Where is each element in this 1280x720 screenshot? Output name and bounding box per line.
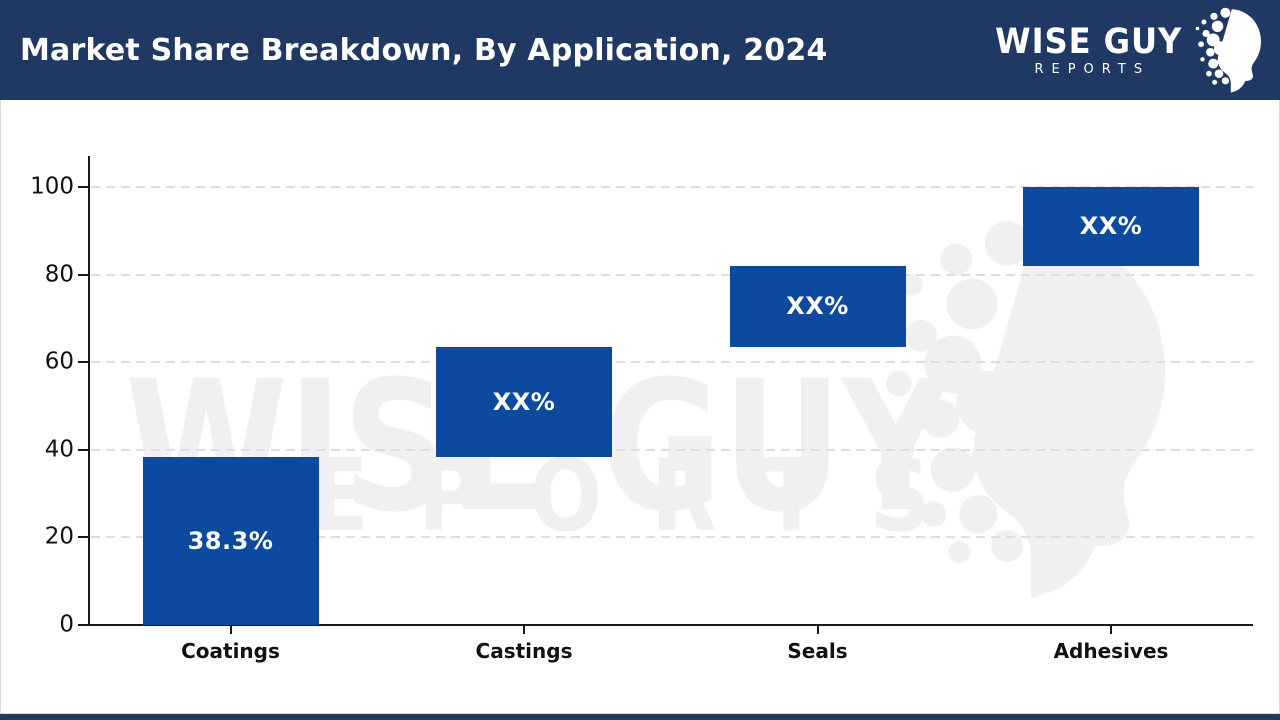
- x-tick-adhesives: [1110, 626, 1112, 634]
- x-axis-spine: [87, 623, 1253, 626]
- dotted-head-icon: [1192, 7, 1266, 93]
- y-tick-label-60: 60: [44, 348, 74, 375]
- x-tick-coatings: [229, 626, 232, 634]
- logo-wordmark-line2: REPORTS: [1034, 61, 1151, 77]
- bar-value-label: XX%: [492, 388, 556, 417]
- bar-value-label: XX%: [1079, 212, 1143, 241]
- wise-guy-logo: WISE GUY REPORTS: [987, 7, 1266, 93]
- y-tick-label-80: 80: [44, 261, 74, 287]
- gridline-100: [91, 186, 1253, 188]
- y-tick-label-100: 100: [30, 173, 74, 200]
- waterfall-chart: WISE GUY REPORTS 0 20 40 60 80 100 38.3% Coatin…: [0, 100, 1280, 714]
- gridline-40: [91, 448, 1253, 451]
- y-tick-label-40: 40: [44, 436, 74, 462]
- bar-value-label: 38.3%: [187, 526, 274, 555]
- logo-wordmark-line1: WISE GUY: [994, 21, 1182, 62]
- y-tick-100: [78, 186, 89, 188]
- bar-adhesives: XX%: [1023, 187, 1199, 266]
- y-tick-label-20: 20: [44, 523, 74, 550]
- x-tick-seals: [816, 626, 819, 634]
- x-category-label-seals: Seals: [787, 638, 848, 663]
- y-tick-80: [78, 273, 89, 276]
- gridline-80: [91, 273, 1253, 276]
- page-title: Market Share Breakdown, By Application, …: [20, 32, 828, 68]
- report-footer: [0, 713, 1280, 720]
- logo-wordmark: WISE GUY REPORTS: [987, 21, 1190, 77]
- y-axis-spine: [87, 156, 90, 626]
- y-tick-label-0: 0: [59, 611, 74, 637]
- report-header: Market Share Breakdown, By Application, …: [0, 0, 1280, 100]
- y-tick-0: [78, 623, 89, 626]
- bar-castings: XX%: [436, 347, 612, 457]
- bar-value-label: XX%: [786, 292, 849, 321]
- gridline-60: [91, 361, 1253, 363]
- bar-seals: XX%: [729, 265, 906, 348]
- gridline-20: [91, 536, 1253, 538]
- y-tick-40: [78, 448, 89, 451]
- x-category-label-adhesives: Adhesives: [1053, 638, 1169, 663]
- x-category-label-coatings: Coatings: [181, 638, 280, 663]
- bar-coatings: 38.3%: [142, 456, 319, 625]
- x-category-label-castings: Castings: [475, 638, 573, 663]
- y-tick-60: [78, 361, 89, 363]
- x-tick-castings: [523, 626, 525, 634]
- y-tick-20: [78, 536, 89, 538]
